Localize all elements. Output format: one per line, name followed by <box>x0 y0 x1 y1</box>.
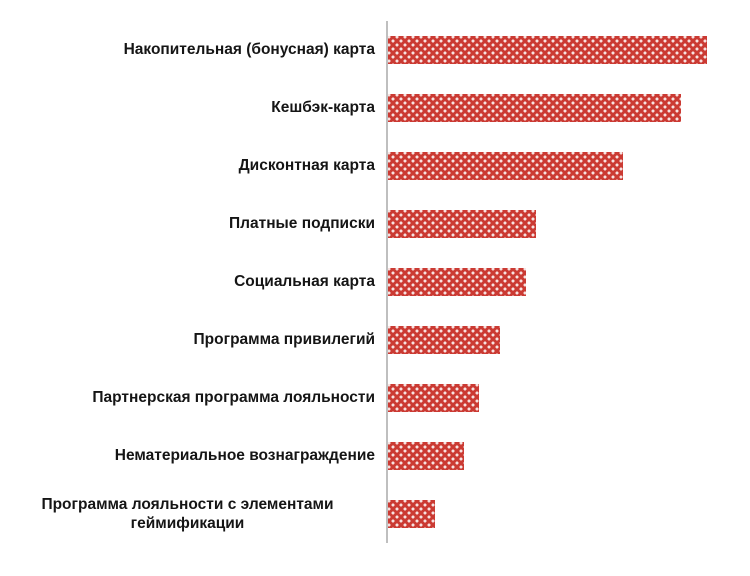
category-label-text: Программа лояльности с элементами геймиф… <box>41 495 334 532</box>
bar-rows: Накопительная (бонусная) карта Кешбэк-кар… <box>0 21 750 543</box>
bar-row: Партнерская программа лояльности <box>0 369 750 427</box>
bar-track <box>386 311 750 369</box>
category-label-text: Кешбэк-карта <box>271 99 375 117</box>
bar-track <box>386 195 750 253</box>
bar <box>388 152 624 180</box>
bar <box>388 268 526 296</box>
bar-track <box>386 21 750 79</box>
bar-track <box>386 253 750 311</box>
category-label: Социальная карта <box>0 272 386 291</box>
category-label-text: Программа привилегий <box>193 331 375 349</box>
bar-row: Программа привилегий <box>0 311 750 369</box>
bar-row: Программа лояльности с элементами геймиф… <box>0 485 750 543</box>
category-label-text: Накопительная (бонусная) карта <box>123 41 375 59</box>
bar-track <box>386 137 750 195</box>
bar-row: Дисконтная карта <box>0 137 750 195</box>
bar <box>388 36 707 64</box>
category-label: Нематериальное вознаграждение <box>0 446 386 465</box>
bar-track <box>386 79 750 137</box>
bar-row: Нематериальное вознаграждение <box>0 427 750 485</box>
category-label: Кешбэк-карта <box>0 98 386 117</box>
category-label: Программа привилегий <box>0 330 386 349</box>
bar <box>388 210 537 238</box>
category-label-text: Социальная карта <box>234 273 375 291</box>
bar-row: Платные подписки <box>0 195 750 253</box>
bar-row: Кешбэк-карта <box>0 79 750 137</box>
category-label: Партнерская программа лояльности <box>0 388 386 407</box>
bar <box>388 500 436 528</box>
bar-track <box>386 485 750 543</box>
category-label: Программа лояльности с элементами геймиф… <box>0 495 386 534</box>
bar <box>388 94 682 122</box>
bar-row: Социальная карта <box>0 253 750 311</box>
category-label: Дисконтная карта <box>0 156 386 175</box>
category-label-text: Платные подписки <box>229 215 375 233</box>
category-label-text: Дисконтная карта <box>238 157 375 175</box>
bar-track <box>386 369 750 427</box>
category-label-text: Партнерская программа лояльности <box>92 389 375 407</box>
bar-row: Накопительная (бонусная) карта <box>0 21 750 79</box>
bar-track <box>386 427 750 485</box>
category-label: Платные подписки <box>0 214 386 233</box>
bar <box>388 384 479 412</box>
bar <box>388 326 501 354</box>
category-label-text: Нематериальное вознаграждение <box>114 447 375 465</box>
category-label: Накопительная (бонусная) карта <box>0 40 386 59</box>
bar <box>388 442 465 470</box>
